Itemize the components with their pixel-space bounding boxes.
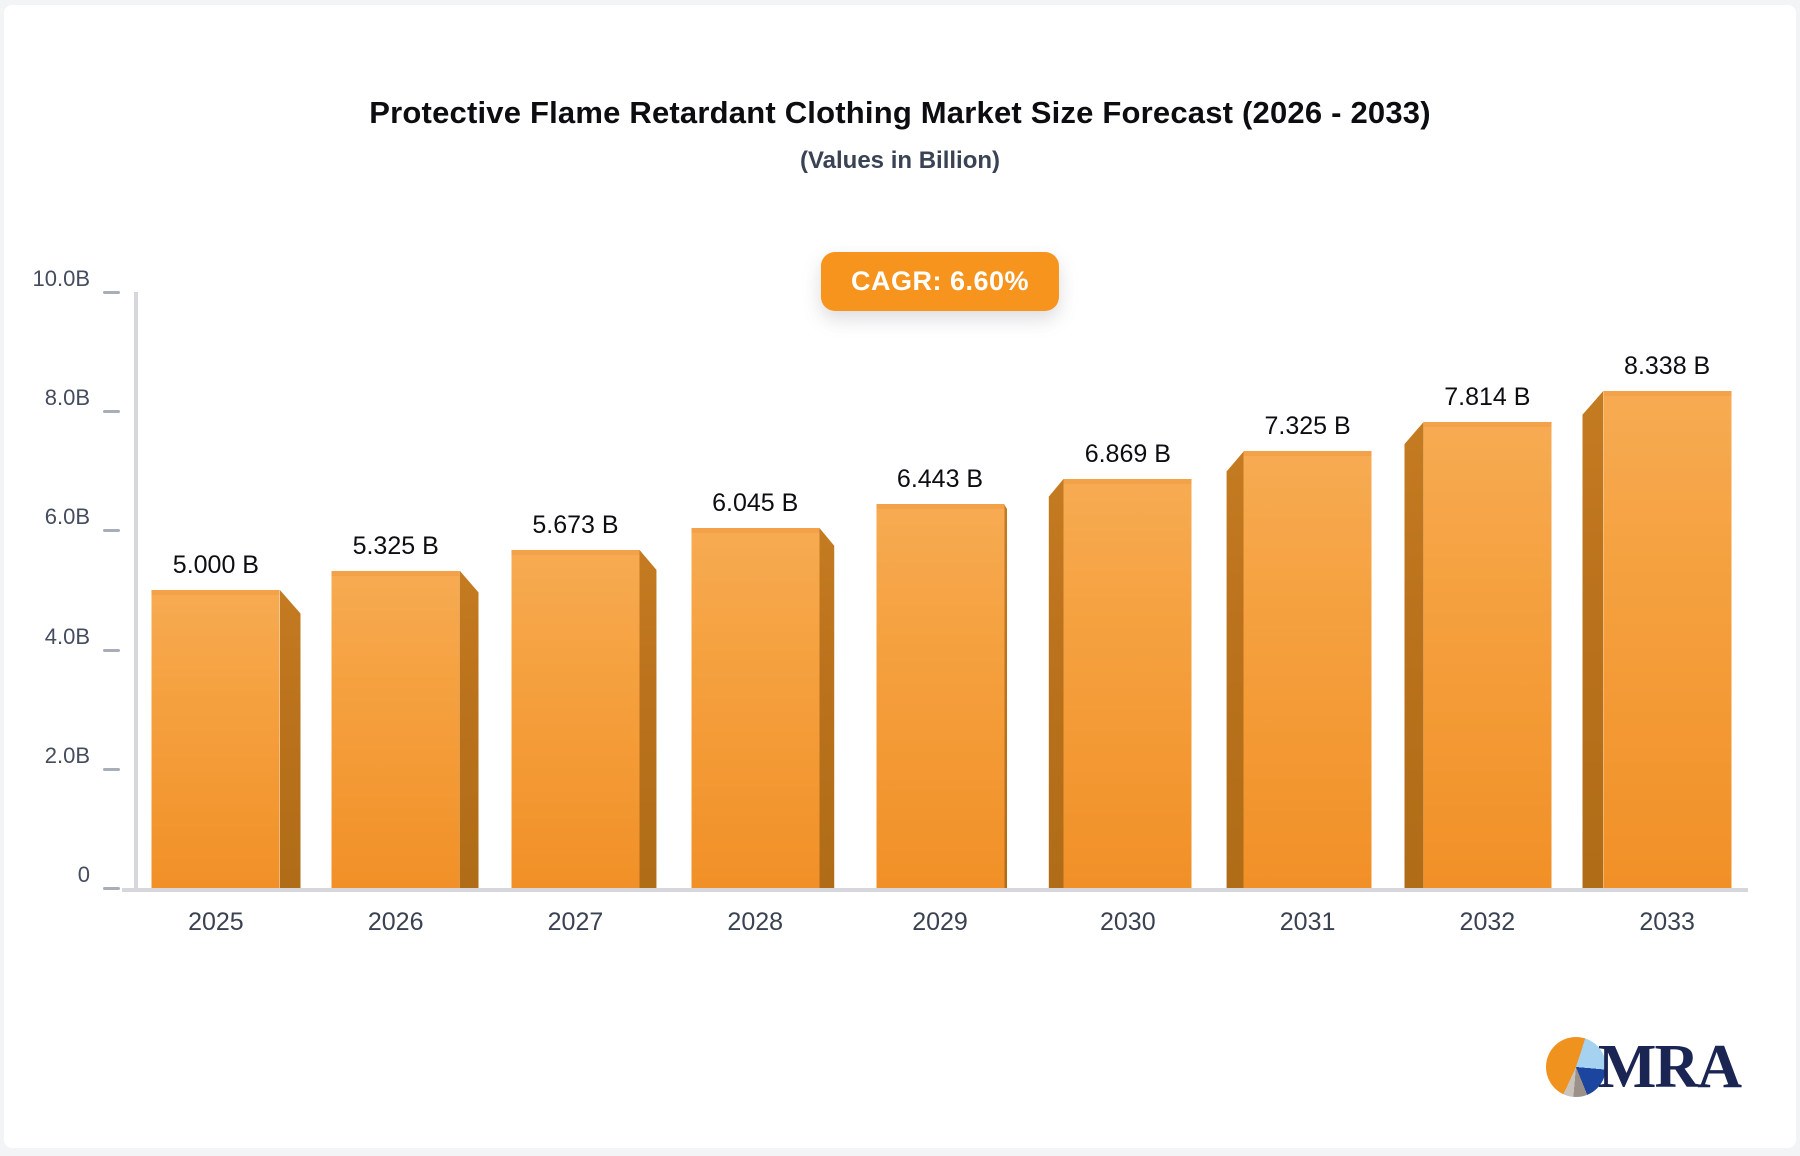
chart-subtitle: (Values in Billion): [799, 147, 1001, 174]
bar-front-face: [1243, 451, 1372, 888]
chart-card: Protective Flame Retardant Clothing Mark…: [4, 5, 1796, 1148]
bar-value-label: 5.325 B: [352, 531, 439, 560]
bar-value-label: 7.814 B: [1444, 383, 1531, 412]
bar-side-face: [1048, 478, 1064, 888]
bar-front-face: [1603, 391, 1732, 888]
bar-value-label: 5.673 B: [532, 510, 619, 539]
bar-front-face: [511, 549, 640, 888]
bar-slot: 5.000 B 2025: [137, 292, 316, 936]
bar-side-face: [459, 570, 479, 888]
bar-3d: 6.869 B 2030: [1048, 440, 1192, 936]
mra-logo: MRA: [1545, 1033, 1742, 1101]
bar-value-label: 6.443 B: [896, 465, 984, 493]
plot: 5.000 B 2025 5.325 B 2026 5.673 B 2027 6.045 B…: [137, 292, 1746, 936]
bar-side-face: [1004, 504, 1008, 888]
bar-slot: 7.814 B 2032: [1388, 292, 1567, 936]
bar-slot: 6.869 B 2030: [1031, 292, 1210, 936]
y-tick-mark: [103, 887, 120, 890]
bar-front-face: [876, 504, 1005, 888]
bar-3d: 5.000 B 2025: [151, 551, 301, 936]
x-axis-label: 2026: [367, 908, 424, 936]
bar-slot: 8.338 B 2033: [1567, 292, 1746, 936]
x-axis-label: 2033: [1639, 908, 1695, 936]
bar-front-face: [1063, 478, 1192, 888]
x-axis-label: 2031: [1279, 908, 1336, 936]
bar-slot: 6.045 B 2028: [673, 292, 852, 936]
logo-text: MRA: [1597, 1033, 1742, 1101]
y-tick-mark: [103, 767, 120, 771]
bar-value-label: 8.338 B: [1624, 352, 1711, 381]
bar-3d: 6.045 B 2028: [691, 489, 835, 936]
x-axis-label: 2029: [912, 908, 968, 936]
bar-front-face: [151, 590, 280, 888]
x-axis-line: [122, 888, 1748, 892]
bar-value-label: 6.869 B: [1084, 439, 1171, 468]
bar-3d: 6.443 B 2029: [876, 465, 1008, 936]
bar-slot: 7.325 B 2031: [1210, 292, 1389, 936]
x-axis-label: 2030: [1099, 908, 1156, 936]
y-tick-label: 10.0B: [32, 266, 91, 291]
bar-slot: 5.673 B 2027: [495, 292, 674, 936]
y-tick-mark: [103, 410, 120, 414]
y-tick-mark: [103, 529, 120, 533]
x-axis-label: 2032: [1459, 908, 1516, 936]
x-axis-label: 2027: [547, 908, 604, 936]
cagr-badge: CAGR: 6.60%: [820, 252, 1060, 311]
bar-side-face: [279, 590, 301, 888]
x-axis-label: 2028: [727, 908, 784, 936]
bar-front-face: [1423, 422, 1552, 888]
y-tick-label: 4.0B: [44, 623, 90, 649]
bar-3d: 7.814 B 2032: [1404, 383, 1552, 936]
bar-side-face: [819, 527, 835, 888]
y-axis: 10.0B 8.0B 6.0B 4.0B 2.0B 0: [4, 266, 134, 890]
bar-front-face: [331, 570, 460, 888]
chart-region: CAGR: 6.60% 10.0B 8.0B 6.0B 4.0B 2.0B 0 5.000…: [4, 252, 1796, 936]
y-tick-mark: [103, 648, 120, 652]
bar-value-label: 6.045 B: [712, 488, 799, 517]
bar-slot: 6.443 B 2029: [852, 292, 1031, 936]
y-tick-label: 8.0B: [44, 385, 90, 411]
y-tick-mark: [103, 291, 120, 294]
y-tick-label: 0: [77, 862, 90, 887]
y-tick-label: 6.0B: [44, 504, 90, 530]
x-axis-label: 2025: [188, 908, 244, 936]
bar-3d: 5.673 B 2027: [511, 511, 657, 936]
bar-3d: 7.325 B 2031: [1226, 412, 1372, 936]
bar-3d: 8.338 B 2033: [1582, 352, 1732, 936]
bar-value-label: 7.325 B: [1264, 412, 1351, 441]
bar-3d: 5.325 B 2026: [331, 532, 479, 936]
y-axis-line: [134, 292, 138, 892]
pie-chart-logo-icon: [1545, 1037, 1606, 1097]
bar-side-face: [1582, 391, 1604, 888]
bar-value-label: 5.000 B: [172, 551, 259, 579]
chart-title: Protective Flame Retardant Clothing Mark…: [369, 95, 1431, 130]
bar-side-face: [639, 549, 657, 888]
bar-side-face: [1226, 451, 1244, 888]
bar-front-face: [691, 527, 820, 888]
bar-slot: 5.325 B 2026: [316, 292, 495, 936]
bar-side-face: [1404, 422, 1424, 888]
y-tick-label: 2.0B: [44, 742, 90, 768]
